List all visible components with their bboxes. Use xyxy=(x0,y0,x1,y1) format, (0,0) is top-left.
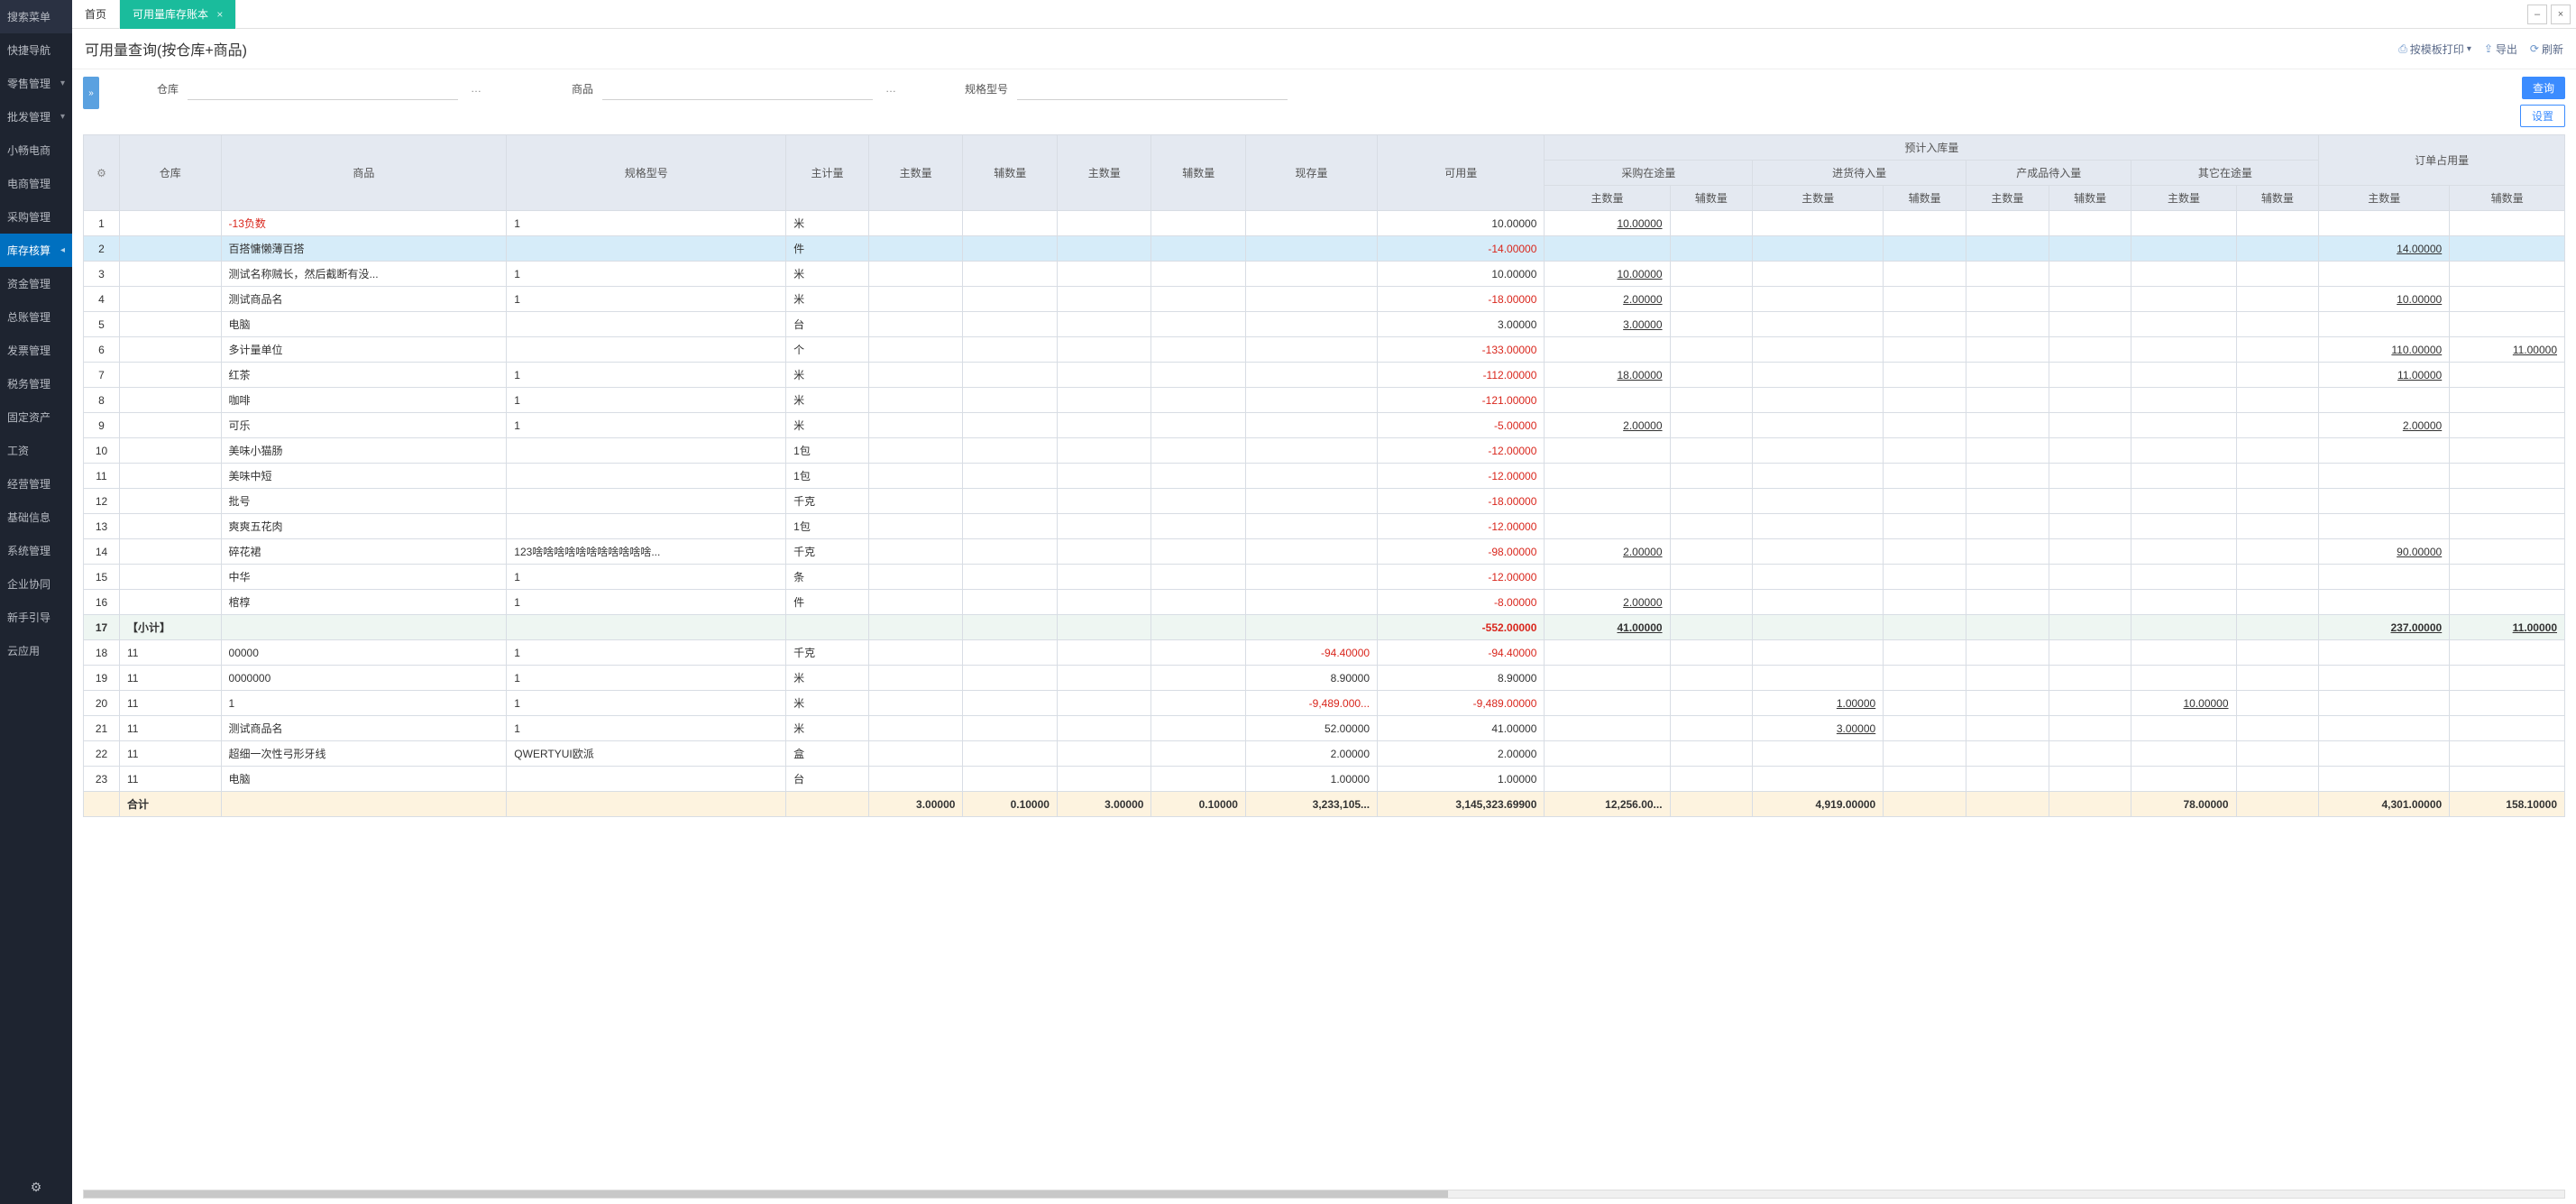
table-row[interactable]: 5电脑台3.000003.00000 xyxy=(84,312,2565,337)
sidebar-item[interactable]: 经营管理 xyxy=(0,467,72,501)
chevron-down-icon: ▾ xyxy=(2467,44,2471,54)
filter-collapse-button[interactable]: » xyxy=(83,77,99,109)
chevron-down-icon: ▾ xyxy=(60,112,65,122)
sidebar-item[interactable]: 发票管理 xyxy=(0,334,72,367)
scrollbar-thumb[interactable] xyxy=(84,1190,1448,1198)
table-row[interactable]: 11美味中短1包-12.00000 xyxy=(84,464,2565,489)
col-avail: 可用量 xyxy=(1378,135,1545,211)
col-other: 其它在途量 xyxy=(2131,161,2319,186)
filter-bar: » 仓库 … 商品 … 规格型号 查询 设置 xyxy=(72,69,2576,134)
sidebar-item[interactable]: 云应用 xyxy=(0,634,72,667)
table-row[interactable]: 14碎花裙123啥啥啥啥啥啥啥啥啥啥啥...千克-98.000002.00000… xyxy=(84,539,2565,565)
tab-home[interactable]: 首页 xyxy=(72,0,120,29)
table-row[interactable]: 7红茶1米-112.0000018.0000011.00000 xyxy=(84,363,2565,388)
sidebar-item[interactable]: 搜索菜单 xyxy=(0,0,72,33)
tabs-close-button[interactable]: × xyxy=(2551,5,2571,24)
filter-product-input[interactable] xyxy=(602,77,873,100)
refresh-button[interactable]: ⟳ 刷新 xyxy=(2530,41,2563,57)
table-row[interactable]: 6多计量单位个-133.00000110.0000011.00000 xyxy=(84,337,2565,363)
sidebar-item[interactable]: 企业协同 xyxy=(0,567,72,601)
table-row[interactable]: 191100000001米8.900008.90000 xyxy=(84,666,2565,691)
col-aux-unit: 辅数量 xyxy=(963,135,1058,211)
print-button[interactable]: ⎙ 按模板打印 ▾ xyxy=(2398,41,2471,57)
table-row[interactable]: 10美味小猫肠1包-12.00000 xyxy=(84,438,2565,464)
inventory-table: ⚙ 仓库 商品 规格型号 主计量 主数量 辅数量 主数量 辅数量 现存量 可用量… xyxy=(83,134,2565,817)
tab-active-label: 可用量库存账本 xyxy=(133,8,208,21)
filter-warehouse-label: 仓库 xyxy=(106,81,179,97)
table-row[interactable]: 2111测试商品名1米52.0000041.000003.00000 xyxy=(84,716,2565,741)
col-main-qty2: 主数量 xyxy=(1057,135,1151,211)
col-forecast: 预计入库量 xyxy=(1545,135,2319,161)
close-icon[interactable]: × xyxy=(216,8,223,21)
table-row[interactable]: 2311电脑台1.000001.00000 xyxy=(84,767,2565,792)
sidebar-item[interactable]: 总账管理 xyxy=(0,300,72,334)
filter-warehouse-input[interactable] xyxy=(188,77,458,100)
chevron-down-icon: ▾ xyxy=(60,78,65,88)
col-order: 订单占用量 xyxy=(2319,135,2565,186)
filter-spec-label: 规格型号 xyxy=(936,81,1008,97)
table-row[interactable]: 16棺椁1件-8.000002.00000 xyxy=(84,590,2565,615)
sidebar-item[interactable]: 税务管理 xyxy=(0,367,72,400)
page-header: 可用量查询(按仓库+商品) ⎙ 按模板打印 ▾ ⇪ 导出 ⟳ 刷新 xyxy=(72,29,2576,69)
sidebar-item[interactable]: 系统管理 xyxy=(0,534,72,567)
table-row[interactable]: 8咖啡1米-121.00000 xyxy=(84,388,2565,413)
table-container: ⚙ 仓库 商品 规格型号 主计量 主数量 辅数量 主数量 辅数量 现存量 可用量… xyxy=(72,134,2576,1190)
col-main-unit: 主计量 xyxy=(786,135,869,211)
filter-product-label: 商品 xyxy=(521,81,593,97)
table-row[interactable]: 1-13负数1米10.0000010.00000 xyxy=(84,211,2565,236)
col-main-qty: 主数量 xyxy=(868,135,963,211)
table-row[interactable]: 9可乐1米-5.000002.000002.00000 xyxy=(84,413,2565,438)
sidebar-item[interactable]: 批发管理▾ xyxy=(0,100,72,133)
sidebar-item[interactable]: 快捷导航 xyxy=(0,33,72,67)
tabs-collapse-button[interactable]: – xyxy=(2527,5,2547,24)
table-row[interactable]: 2百搭慵懒薄百搭件-14.0000014.00000 xyxy=(84,236,2565,262)
horizontal-scrollbar[interactable] xyxy=(83,1190,2565,1199)
tab-active[interactable]: 可用量库存账本 × xyxy=(120,0,236,29)
table-row[interactable]: 4测试商品名1米-18.000002.0000010.00000 xyxy=(84,287,2565,312)
sidebar-item[interactable]: 固定资产 xyxy=(0,400,72,434)
sidebar-item[interactable]: 电商管理 xyxy=(0,167,72,200)
table-row[interactable]: 13爽爽五花肉1包-12.00000 xyxy=(84,514,2565,539)
table-total-row: 合计3.000000.100003.000000.100003,233,105.… xyxy=(84,792,2565,817)
col-purchase: 采购在途量 xyxy=(1545,161,1753,186)
query-button[interactable]: 查询 xyxy=(2522,77,2565,99)
sidebar-item[interactable]: 基础信息 xyxy=(0,501,72,534)
col-spec: 规格型号 xyxy=(507,135,786,211)
sidebar-item[interactable]: 库存核算◂ xyxy=(0,234,72,267)
col-finished: 产成品待入量 xyxy=(1966,161,2131,186)
col-incoming: 进货待入量 xyxy=(1753,161,1966,186)
sidebar-item[interactable]: 工资 xyxy=(0,434,72,467)
export-icon: ⇪ xyxy=(2484,42,2493,55)
print-icon: ⎙ xyxy=(2398,42,2407,56)
col-product: 商品 xyxy=(221,135,507,211)
sidebar-item[interactable]: 资金管理 xyxy=(0,267,72,300)
sidebar: 搜索菜单快捷导航零售管理▾批发管理▾小畅电商电商管理采购管理库存核算◂资金管理总… xyxy=(0,0,72,1204)
refresh-icon: ⟳ xyxy=(2530,42,2539,55)
settings-button[interactable]: 设置 xyxy=(2520,105,2565,127)
table-row[interactable]: 3测试名称贼长，然后截断有没...1米10.0000010.00000 xyxy=(84,262,2565,287)
tab-bar: 首页 可用量库存账本 × – × xyxy=(72,0,2576,29)
export-button[interactable]: ⇪ 导出 xyxy=(2484,41,2517,57)
table-row[interactable]: 15中华1条-12.00000 xyxy=(84,565,2565,590)
col-stock: 现存量 xyxy=(1245,135,1377,211)
table-row[interactable]: 2211超细一次性弓形牙线QWERTYUI欧派盒2.000002.00000 xyxy=(84,741,2565,767)
table-row[interactable]: 1811000001千克-94.40000-94.40000 xyxy=(84,640,2565,666)
active-indicator-icon: ◂ xyxy=(60,245,65,255)
filter-product-picker[interactable]: … xyxy=(882,82,900,95)
table-row[interactable]: 12批号千克-18.00000 xyxy=(84,489,2565,514)
col-warehouse: 仓库 xyxy=(120,135,222,211)
sidebar-item[interactable]: 小畅电商 xyxy=(0,133,72,167)
filter-warehouse-picker[interactable]: … xyxy=(467,82,485,95)
gear-icon[interactable]: ⚙ xyxy=(96,167,106,179)
col-aux-qty2: 辅数量 xyxy=(1151,135,1246,211)
sidebar-item[interactable]: 采购管理 xyxy=(0,200,72,234)
table-row[interactable]: 201111米-9,489.000...-9,489.000001.000001… xyxy=(84,691,2565,716)
sidebar-settings[interactable]: ⚙ xyxy=(0,1171,72,1204)
sidebar-item[interactable]: 新手引导 xyxy=(0,601,72,634)
filter-spec-input[interactable] xyxy=(1017,77,1288,100)
page-title: 可用量查询(按仓库+商品) xyxy=(85,38,247,60)
main: 首页 可用量库存账本 × – × 可用量查询(按仓库+商品) ⎙ 按模板打印 ▾… xyxy=(72,0,2576,1204)
table-row[interactable]: 17【小计】-552.0000041.00000237.0000011.0000… xyxy=(84,615,2565,640)
sidebar-item[interactable]: 零售管理▾ xyxy=(0,67,72,100)
